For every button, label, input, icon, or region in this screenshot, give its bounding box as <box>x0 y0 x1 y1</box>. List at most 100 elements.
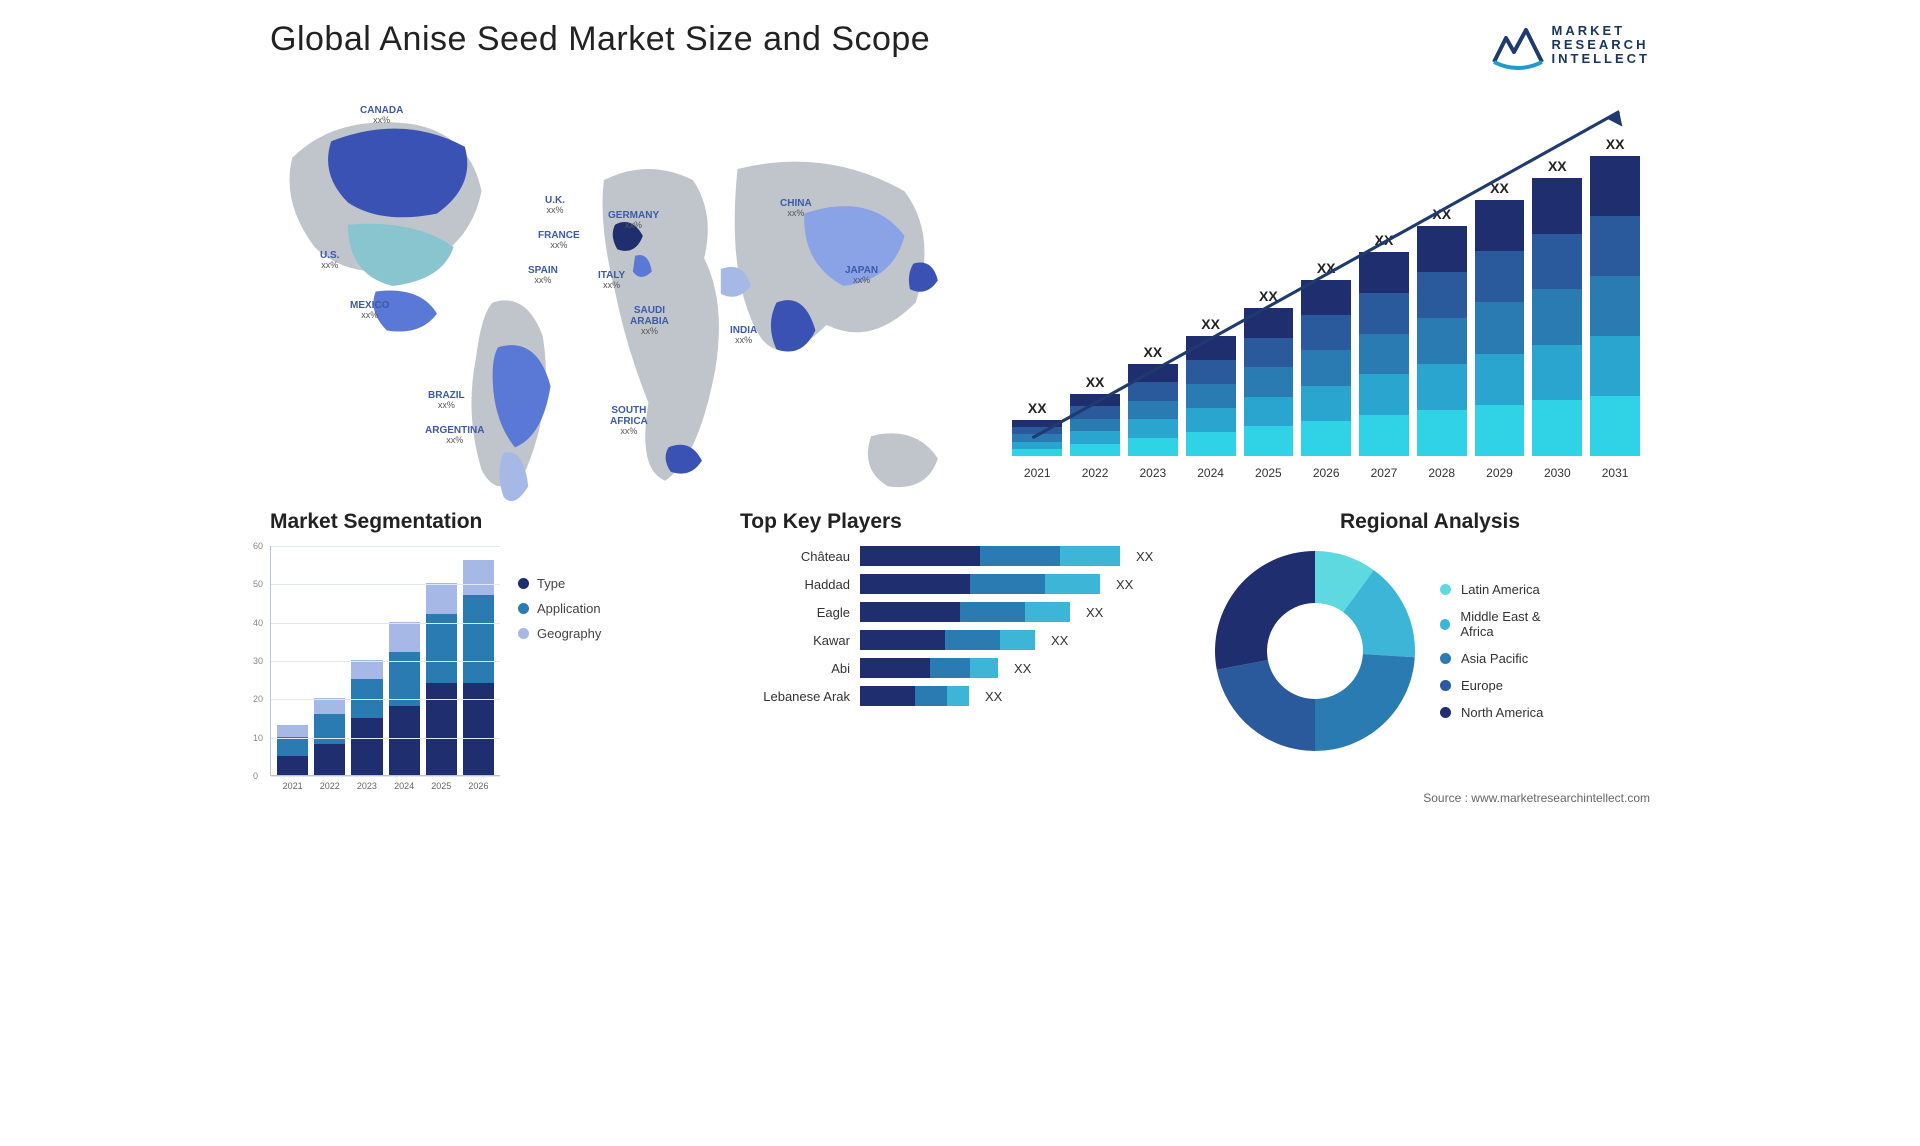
player-bar-segment <box>1000 630 1035 650</box>
player-bar-segment <box>945 630 1000 650</box>
y-tick: 40 <box>253 618 263 628</box>
player-name: Eagle <box>740 605 850 620</box>
seg-bar-segment <box>389 706 420 775</box>
player-name: Abi <box>740 661 850 676</box>
regional-panel: Regional Analysis Latin America Middle Ea… <box>1210 510 1650 776</box>
logo-line-1: MARKET <box>1552 24 1651 38</box>
segmentation-x-axis: 202120222023202420252026 <box>277 781 494 791</box>
country-label: CANADAxx% <box>360 105 403 126</box>
player-row: Abi XX <box>740 658 1180 678</box>
donut-legend: Latin America Middle East & Africa Asia Pa… <box>1440 582 1570 720</box>
grid-line <box>271 623 500 624</box>
seg-bar-segment <box>463 560 494 595</box>
country-label: SOUTHAFRICAxx% <box>610 405 648 437</box>
player-bar-segment <box>1025 602 1070 622</box>
country-label: JAPANxx% <box>845 265 878 286</box>
legend-item: Geography <box>518 626 601 641</box>
seg-bar-segment <box>426 614 457 683</box>
player-value: XX <box>985 689 1002 704</box>
seg-bar-segment <box>351 679 382 717</box>
grid-line <box>271 776 500 777</box>
region-legend-item: Middle East & Africa <box>1440 609 1570 639</box>
grid-line <box>271 546 500 547</box>
regional-title: Regional Analysis <box>1210 510 1650 534</box>
legend-dot <box>518 578 529 589</box>
seg-bar <box>463 560 494 775</box>
seg-bar-segment <box>277 737 308 756</box>
player-bar-segment <box>860 686 915 706</box>
country-label: INDIAxx% <box>730 325 757 346</box>
seg-bar-segment <box>389 622 420 653</box>
seg-bar-segment <box>314 714 345 745</box>
seg-bar <box>426 583 457 775</box>
legend-dot <box>518 628 529 639</box>
grid-line <box>271 738 500 739</box>
legend-dot <box>1440 653 1451 664</box>
player-row: HaddadXX <box>740 574 1180 594</box>
logo-line-2: RESEARCH <box>1552 38 1651 52</box>
legend-label: Application <box>537 601 601 616</box>
player-bar-segment <box>860 574 970 594</box>
brand-logo: MARKET RESEARCH INTELLECT <box>1492 20 1651 70</box>
logo-icon <box>1492 20 1544 70</box>
world-map: CANADAxx%U.S.xx%MEXICOxx%BRAZILxx%ARGENT… <box>270 80 982 480</box>
player-value: XX <box>1136 549 1153 564</box>
player-bar <box>860 546 1120 566</box>
legend-item: Type <box>518 576 601 591</box>
player-name: Lebanese Arak <box>740 689 850 704</box>
player-value: XX <box>1014 661 1031 676</box>
player-name: Kawar <box>740 633 850 648</box>
y-tick: 0 <box>253 771 258 781</box>
seg-x-tick: 2023 <box>351 781 382 791</box>
player-bar-segment <box>915 686 947 706</box>
seg-bar <box>277 725 308 775</box>
country-label: ARGENTINAxx% <box>425 425 484 446</box>
region-label: North America <box>1461 705 1543 720</box>
donut-slice <box>1215 551 1315 670</box>
page-title: Global Anise Seed Market Size and Scope <box>270 20 930 59</box>
legend-item: Application <box>518 601 601 616</box>
players-list: ChâteauXXHaddadXXEagleXXKawarXXAbiXXLeba… <box>740 546 1180 706</box>
y-tick: 30 <box>253 656 263 666</box>
player-bar-segment <box>930 658 970 678</box>
seg-bar <box>351 660 382 775</box>
legend-dot <box>1440 707 1451 718</box>
country-label: GERMANYxx% <box>608 210 659 231</box>
seg-bar-segment <box>426 583 457 614</box>
seg-bar-segment <box>314 744 345 775</box>
player-bar-segment <box>970 574 1045 594</box>
grid-line <box>271 661 500 662</box>
main-bar-chart: XXXXXXXXXXXXXXXXXXXXXX 20212022202320242… <box>1002 80 1650 480</box>
seg-bar-segment <box>351 718 382 776</box>
seg-bar-segment <box>351 660 382 679</box>
donut-wrap: Latin America Middle East & Africa Asia Pa… <box>1210 546 1650 756</box>
country-label: ITALYxx% <box>598 270 625 291</box>
country-label: MEXICOxx% <box>350 300 389 321</box>
region-label: Latin America <box>1461 582 1540 597</box>
source-attribution: Source : www.marketresearchintellect.com <box>270 791 1650 805</box>
country-label: FRANCExx% <box>538 230 580 251</box>
player-bar-segment <box>860 630 945 650</box>
country-label: SAUDIARABIAxx% <box>630 305 669 337</box>
player-name: Haddad <box>740 577 850 592</box>
player-bar-segment <box>970 658 998 678</box>
segmentation-plot: 202120222023202420252026 0102030405060 <box>270 546 500 776</box>
country-label: CHINAxx% <box>780 198 812 219</box>
seg-x-tick: 2024 <box>389 781 420 791</box>
donut-chart <box>1210 546 1420 756</box>
donut-slice <box>1315 654 1415 751</box>
legend-label: Type <box>537 576 565 591</box>
player-bar-segment <box>860 546 980 566</box>
player-value: XX <box>1086 605 1103 620</box>
key-players-panel: Top Key Players ChâteauXXHaddadXXEagleXX… <box>740 510 1180 776</box>
donut-slice <box>1217 660 1315 751</box>
player-bar-segment <box>860 602 960 622</box>
seg-bar-segment <box>277 756 308 775</box>
bottom-row: Market Segmentation 20212022202320242025… <box>270 510 1650 776</box>
country-label: SPAINxx% <box>528 265 558 286</box>
region-legend-item: Asia Pacific <box>1440 651 1570 666</box>
seg-x-tick: 2026 <box>463 781 494 791</box>
logo-line-3: INTELLECT <box>1552 52 1651 66</box>
y-tick: 50 <box>253 579 263 589</box>
legend-label: Geography <box>537 626 601 641</box>
